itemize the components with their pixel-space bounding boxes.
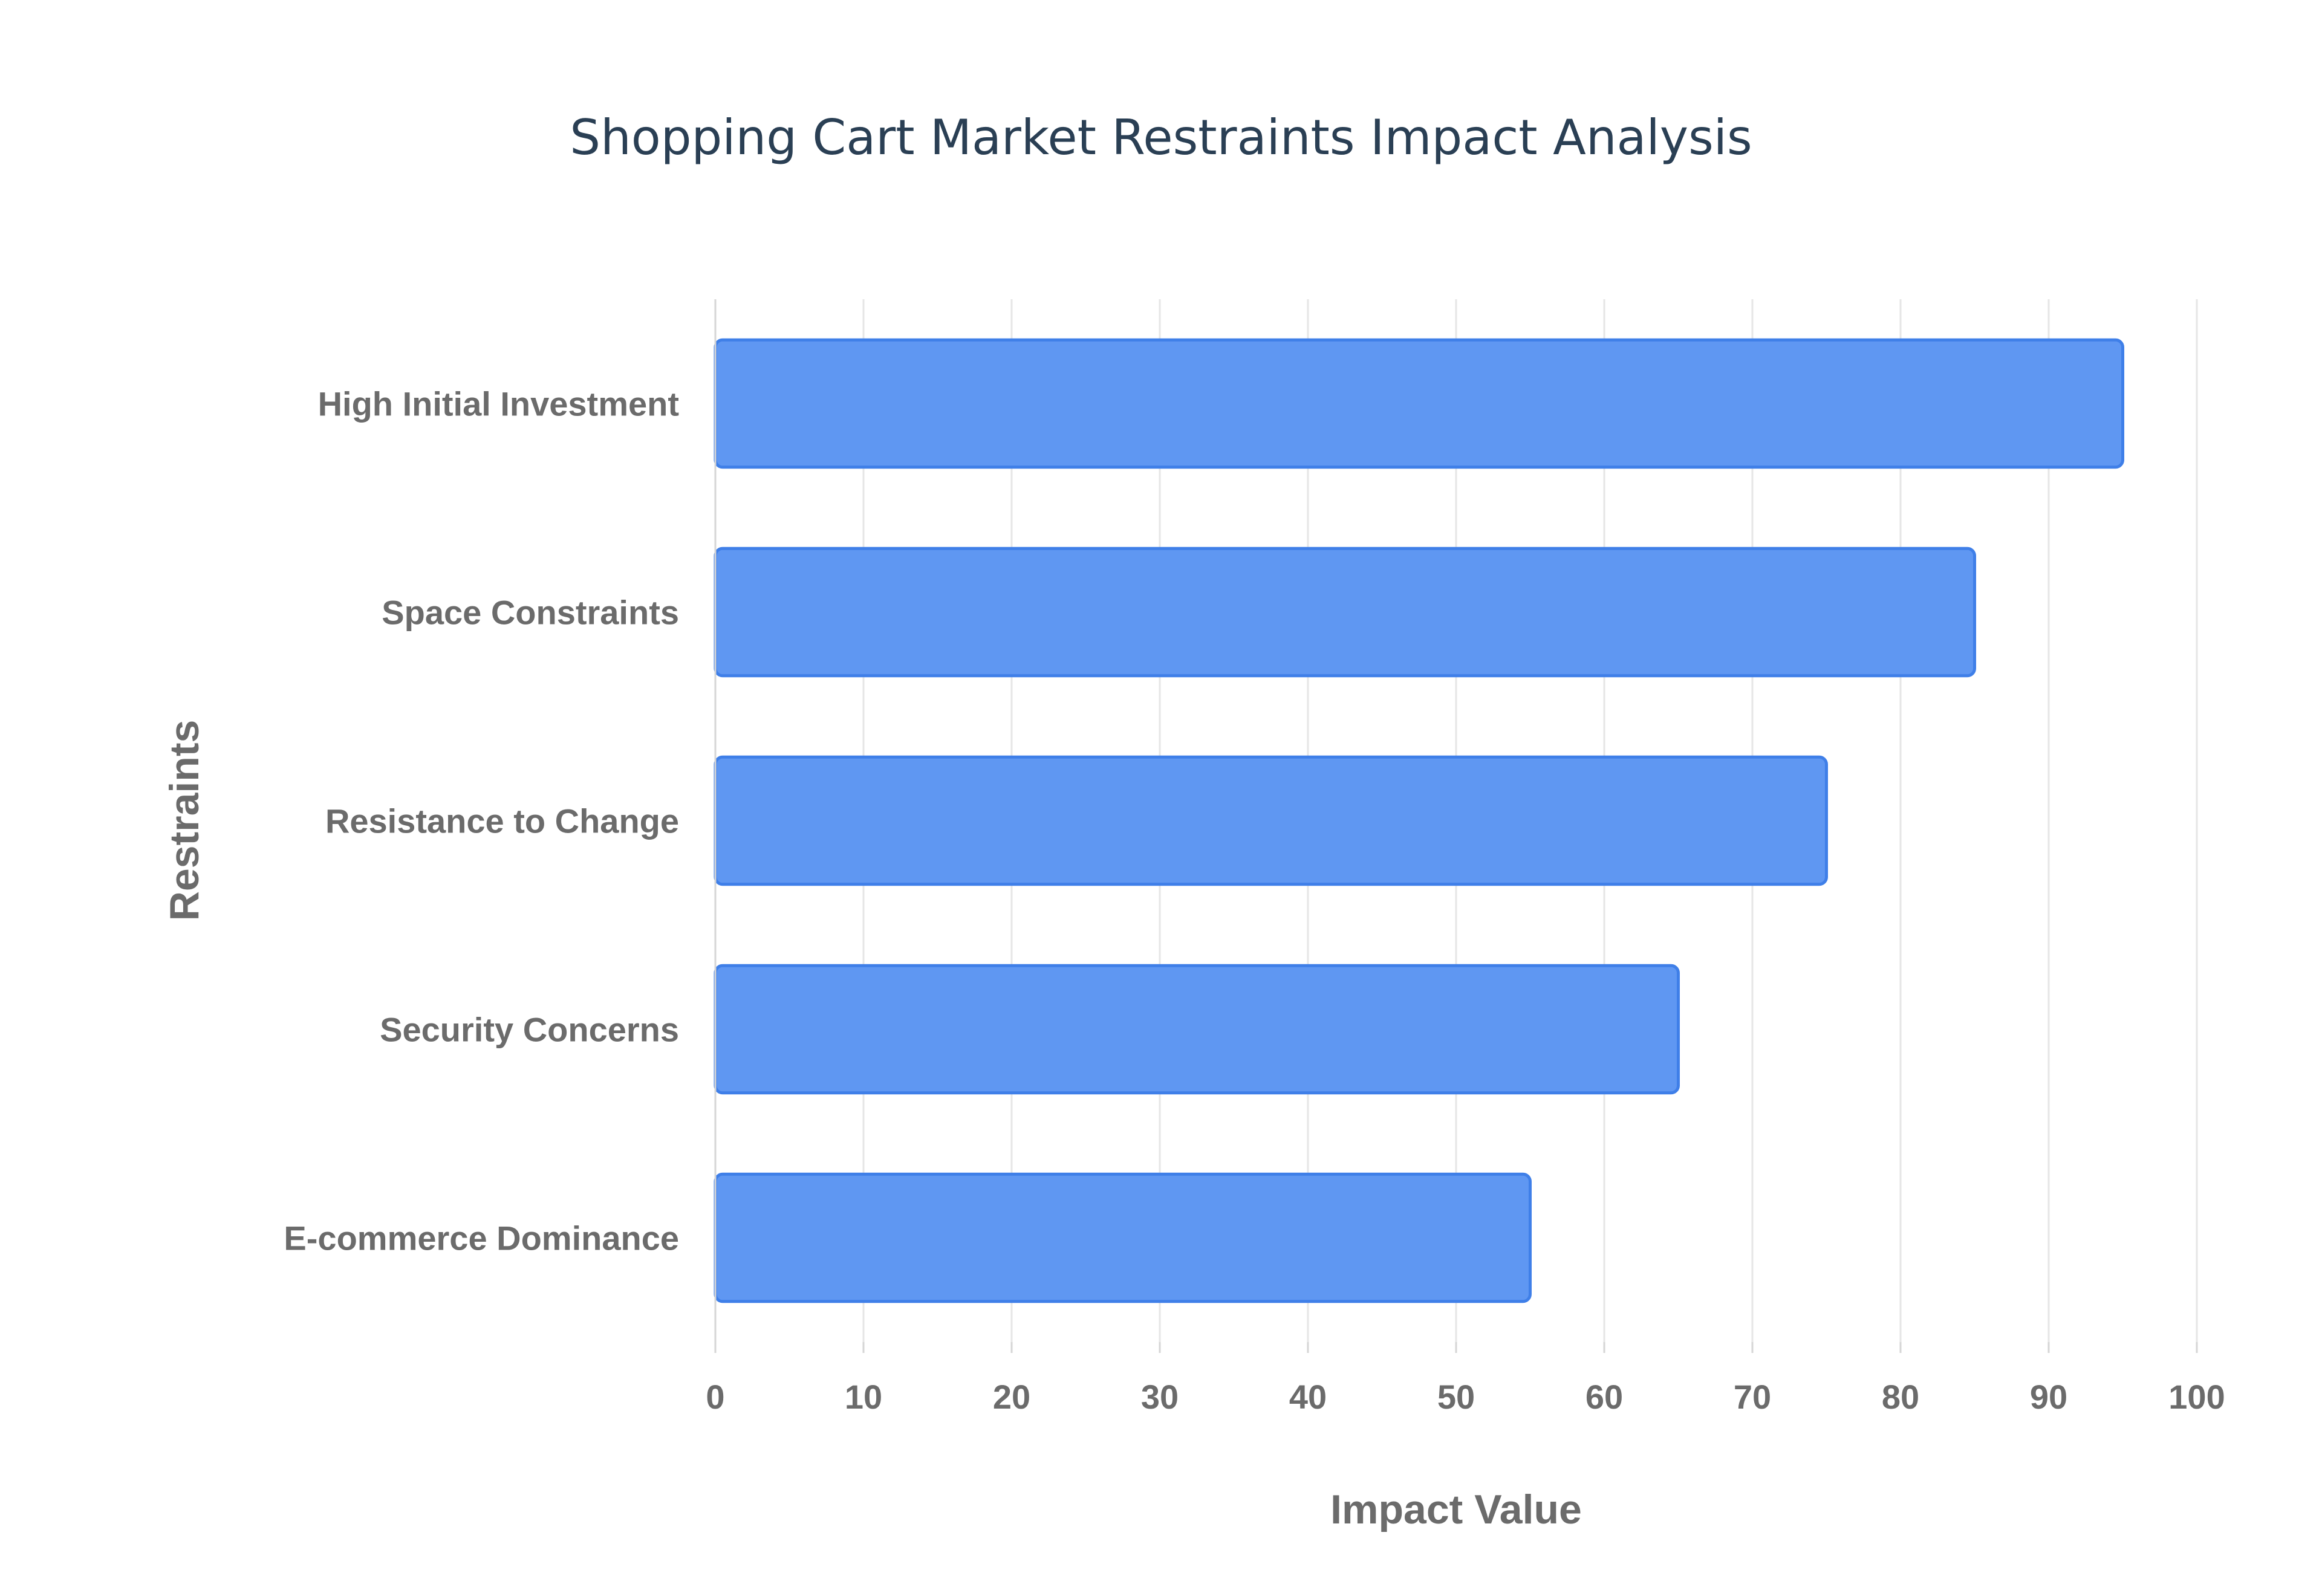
x-tick-label-30: 30 [1141,1378,1179,1416]
y-tick-label-space-constraints: Space Constraints [382,594,679,632]
chart-title: Shopping Cart Market Restraints Impact A… [570,109,1752,166]
bar-high-initial-investment[interactable] [714,338,2124,469]
axes [714,299,2198,1353]
y-tick-labels: High Initial Investment Space Constraints… [284,385,679,1257]
bars [714,338,2124,1303]
x-tick-label-60: 60 [1585,1378,1623,1416]
y-tick-label-high-initial-investment: High Initial Investment [318,385,679,423]
bar-space-constraints[interactable] [714,547,1976,678]
y-axis-title: Restraints [161,720,207,921]
x-tick-label-70: 70 [1734,1378,1771,1416]
x-tick-label-10: 10 [845,1378,882,1416]
x-tick-label-20: 20 [993,1378,1030,1416]
y-tick-label-e-commerce-dominance: E-commerce Dominance [284,1219,679,1257]
x-tick-label-100: 100 [2168,1378,2225,1416]
x-tick-label-90: 90 [2030,1378,2067,1416]
y-tick-label-resistance-to-change: Resistance to Change [325,802,679,840]
x-tick-label-0: 0 [706,1378,724,1416]
bar-security-concerns[interactable] [714,964,1680,1095]
x-axis-title: Impact Value [1330,1487,1582,1533]
bar-resistance-to-change[interactable] [714,755,1828,886]
x-tick-labels: 0 10 20 30 40 50 60 70 80 90 100 [706,1378,2225,1416]
x-tick-label-80: 80 [1882,1378,1919,1416]
bar-e-commerce-dominance[interactable] [714,1172,1532,1303]
x-tick-label-50: 50 [1437,1378,1475,1416]
y-tick-label-security-concerns: Security Concerns [380,1011,679,1049]
x-tick-label-40: 40 [1289,1378,1327,1416]
